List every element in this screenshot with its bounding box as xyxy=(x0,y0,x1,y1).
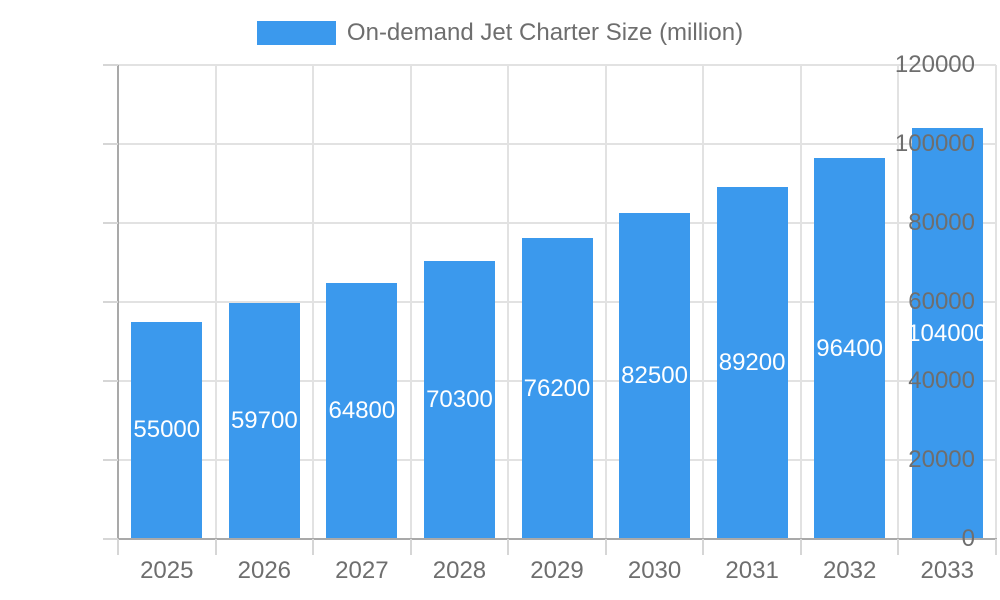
x-axis-tick xyxy=(995,539,997,555)
legend-label: On-demand Jet Charter Size (million) xyxy=(346,19,744,46)
x-axis-tick xyxy=(214,539,217,555)
x-grid-line xyxy=(312,65,315,539)
y-axis-label: 100000 xyxy=(894,130,975,157)
bar xyxy=(814,158,886,539)
bar xyxy=(423,261,495,539)
y-axis-tick xyxy=(103,64,118,66)
x-axis-tick xyxy=(312,539,315,555)
x-axis-label: 2026 xyxy=(237,557,292,584)
bar-value-label: 82500 xyxy=(621,362,688,390)
bar xyxy=(131,321,203,539)
bar-value-label: 59700 xyxy=(230,407,298,435)
y-axis-label: 60000 xyxy=(908,288,975,315)
y-axis-tick xyxy=(103,222,118,224)
x-axis-tick xyxy=(799,539,802,555)
y-grid-line xyxy=(118,222,996,224)
x-axis-tick xyxy=(897,539,900,555)
y-axis-tick xyxy=(103,380,118,382)
x-axis-tick xyxy=(702,539,705,555)
x-axis-label: 2033 xyxy=(920,557,974,584)
y-axis-label: 20000 xyxy=(908,446,975,473)
x-grid-line xyxy=(507,65,510,539)
x-axis-line xyxy=(117,538,997,540)
bar xyxy=(228,303,300,539)
bar-value-label: 96400 xyxy=(816,334,884,362)
x-axis-label: 2028 xyxy=(432,557,487,584)
y-grid-line xyxy=(118,143,996,145)
bar-value-label: 89200 xyxy=(718,348,786,376)
bar-value-label: 70300 xyxy=(426,386,493,414)
y-axis-label: 120000 xyxy=(894,51,975,78)
x-axis-label: 2025 xyxy=(140,557,194,584)
chart-legend: On-demand Jet Charter Size (million) xyxy=(0,19,1000,47)
x-axis-label: 2027 xyxy=(335,557,389,584)
bar xyxy=(716,186,788,539)
x-grid-line xyxy=(409,65,412,539)
bar-value-label: 76200 xyxy=(523,374,591,402)
bar xyxy=(911,128,983,539)
x-axis-label: 2031 xyxy=(725,557,779,584)
x-grid-line xyxy=(897,65,900,539)
x-axis-tick xyxy=(604,539,607,555)
x-grid-line xyxy=(214,65,217,539)
bar-value-label: 64800 xyxy=(328,397,396,425)
x-axis-tick xyxy=(507,539,510,555)
y-axis-label: 0 xyxy=(961,525,975,552)
plot-area: 55000 59700 64800 70300 76200 82500 89200 96400… xyxy=(103,51,997,584)
x-grid-line xyxy=(702,65,705,539)
y-axis-tick xyxy=(103,538,118,540)
legend-swatch xyxy=(256,21,336,45)
bar-value-label: 55000 xyxy=(133,416,201,444)
x-grid-line xyxy=(604,65,607,539)
bar-value-label: 104000 xyxy=(907,319,988,347)
x-grid-line xyxy=(799,65,802,539)
bar xyxy=(619,213,691,539)
x-axis-tick xyxy=(117,539,119,555)
y-axis-label: 80000 xyxy=(908,209,975,236)
x-axis-label: 2029 xyxy=(530,557,584,584)
x-grid-line xyxy=(995,65,997,539)
x-axis-label: 2032 xyxy=(822,557,877,584)
y-axis-line xyxy=(117,65,119,539)
y-axis-tick xyxy=(103,459,118,461)
y-axis-tick xyxy=(103,143,118,145)
legend-item[interactable]: On-demand Jet Charter Size (million) xyxy=(256,19,744,47)
y-axis-tick xyxy=(103,301,118,303)
x-axis-label: 2030 xyxy=(627,557,682,584)
bar xyxy=(521,238,593,539)
y-axis-label: 40000 xyxy=(908,367,975,394)
x-axis-tick xyxy=(409,539,412,555)
bar xyxy=(326,283,398,539)
y-grid-line xyxy=(118,64,996,66)
